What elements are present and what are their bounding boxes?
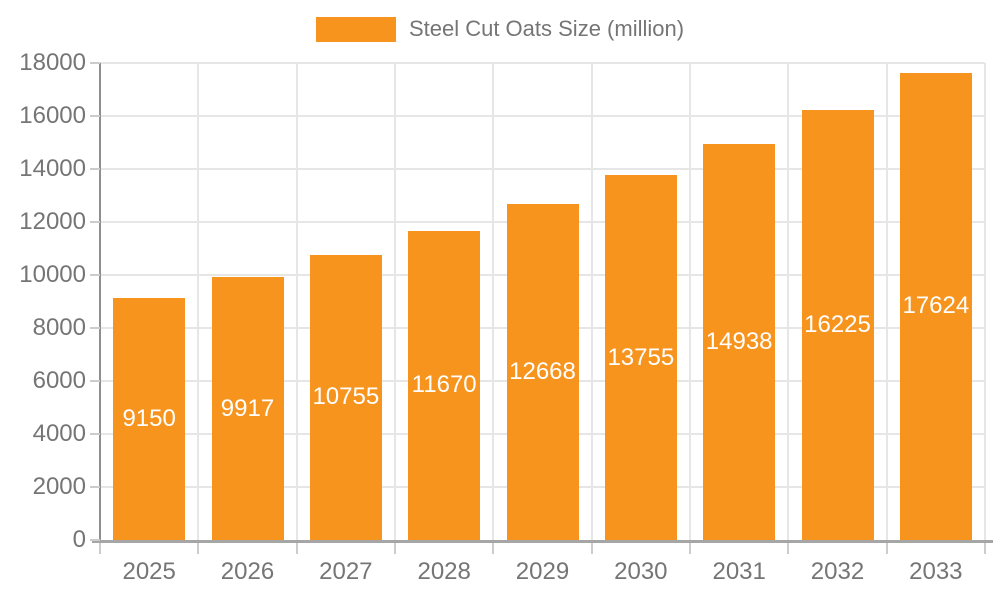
y-axis-tick-label: 18000 <box>19 49 86 76</box>
v-gridline <box>885 63 888 540</box>
x-axis-tick <box>492 543 495 554</box>
x-axis-category-label: 2030 <box>614 558 668 585</box>
v-gridline <box>984 63 986 540</box>
x-axis-tick <box>885 543 888 554</box>
y-axis-line <box>99 63 101 540</box>
x-axis-category-label: 2025 <box>122 558 176 585</box>
x-axis-tick <box>295 543 298 554</box>
x-axis-category-label: 2026 <box>220 558 275 585</box>
v-gridline <box>787 63 790 540</box>
y-axis-tick <box>90 327 100 329</box>
x-axis-category-label: 2032 <box>810 558 865 585</box>
bar-value-label: 11670 <box>411 371 477 399</box>
y-axis-tick <box>90 433 100 435</box>
x-axis-category-label: 2031 <box>712 558 766 585</box>
bar-2026[interactable]: 9917 <box>211 277 284 540</box>
bar-value-label: 16225 <box>804 311 871 338</box>
y-axis-tick <box>90 274 100 276</box>
v-gridline <box>295 63 298 540</box>
y-axis-tick <box>90 380 100 382</box>
bar-value-label: 14938 <box>705 328 773 356</box>
x-axis-category-label: 2033 <box>909 558 963 585</box>
bar-value-label: 9150 <box>122 404 176 432</box>
bar-2027[interactable]: 10755 <box>309 254 382 540</box>
bar-2032[interactable]: 16225 <box>801 110 874 540</box>
bar-value-label: 9917 <box>220 394 275 422</box>
bar-value-label: 13755 <box>607 343 675 371</box>
y-axis-tick <box>90 221 100 223</box>
y-axis-tick <box>90 168 100 170</box>
bar-2029[interactable]: 12668 <box>506 204 579 540</box>
bar-2033[interactable]: 17624 <box>899 72 972 540</box>
bar-value-label: 10755 <box>312 383 380 411</box>
bar-2028[interactable]: 11670 <box>408 230 481 540</box>
legend-swatch-icon <box>315 16 396 42</box>
x-axis-tick <box>689 543 691 554</box>
x-axis-tick <box>984 543 986 554</box>
y-axis-tick <box>90 62 100 64</box>
y-axis-tick-label: 8000 <box>32 314 86 341</box>
v-gridline <box>394 63 396 540</box>
bar-value-label: 12668 <box>509 358 576 386</box>
y-axis-tick-label: 16000 <box>19 102 86 129</box>
v-gridline <box>590 63 593 540</box>
v-gridline <box>689 63 691 540</box>
h-gridline <box>100 62 985 64</box>
y-axis-tick-label: 6000 <box>32 367 86 394</box>
y-axis-tick-label: 10000 <box>19 261 86 288</box>
x-axis-category-label: 2027 <box>319 558 373 585</box>
x-axis-category-label: 2029 <box>515 558 570 585</box>
bar-2030[interactable]: 13755 <box>604 175 677 540</box>
x-axis-tick <box>787 543 790 554</box>
x-axis-line <box>92 540 993 543</box>
x-axis-tick <box>394 543 396 554</box>
y-axis-tick <box>90 539 100 541</box>
bar-2031[interactable]: 14938 <box>703 144 776 540</box>
y-axis-tick-label: 0 <box>72 526 86 553</box>
y-axis-tick <box>90 486 100 488</box>
chart-legend[interactable]: Steel Cut Oats Size (million) <box>0 16 1000 42</box>
y-axis-tick <box>90 115 100 117</box>
x-axis-category-label: 2028 <box>417 558 471 585</box>
bar-value-label: 17624 <box>902 292 970 320</box>
v-gridline <box>492 63 495 540</box>
bar-2025[interactable]: 9150 <box>113 297 186 540</box>
x-axis-tick <box>197 543 200 554</box>
v-gridline <box>197 63 200 540</box>
h-gridline <box>100 115 985 117</box>
y-axis-tick-label: 2000 <box>32 473 86 500</box>
x-axis-tick <box>590 543 593 554</box>
y-axis-tick-label: 4000 <box>32 420 86 447</box>
y-axis-tick-label: 12000 <box>19 208 86 235</box>
legend-label: Steel Cut Oats Size (million) <box>408 16 685 41</box>
h-gridline <box>100 168 985 170</box>
y-axis-tick-label: 14000 <box>19 155 86 182</box>
plot-area: 9150 9917 10755 11670 12668 13755 14938 16225 17… <box>100 62 986 540</box>
x-axis-tick <box>99 543 101 554</box>
